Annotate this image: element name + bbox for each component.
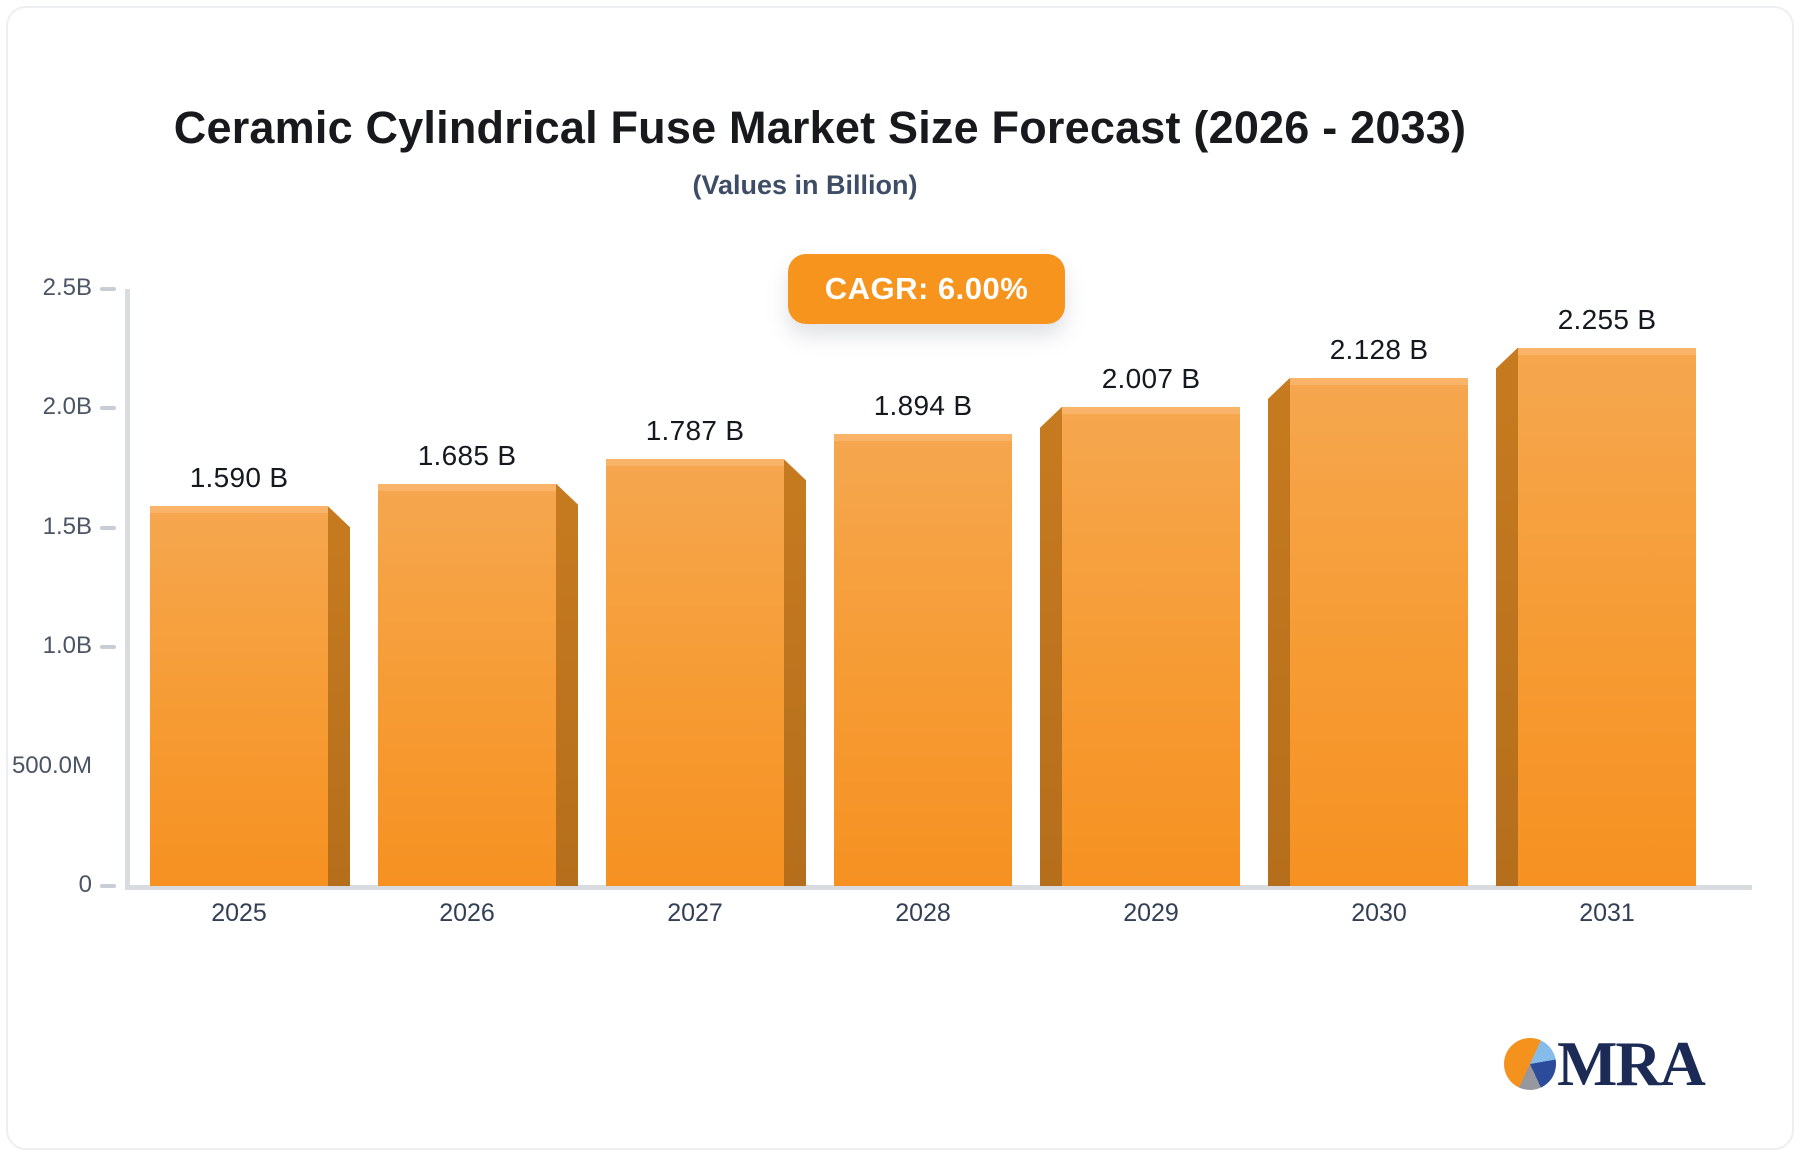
x-axis-label-2029: 2029 xyxy=(1123,899,1179,927)
mra-logo: MRA xyxy=(1504,1028,1706,1099)
bar-2030[interactable] xyxy=(1290,377,1468,886)
x-axis-label-2030: 2030 xyxy=(1351,899,1407,927)
bar-2025[interactable] xyxy=(150,506,328,886)
bar-2026[interactable] xyxy=(378,483,556,886)
bar-2029[interactable] xyxy=(1062,406,1240,886)
y-axis-label: 500.0M xyxy=(11,751,92,779)
y-axis-tick xyxy=(100,884,116,888)
y-axis-tick xyxy=(100,645,116,650)
bar-side-face xyxy=(1040,406,1062,886)
bar-value-label: 2.007 B xyxy=(1101,362,1201,394)
logo-text: MRA xyxy=(1557,1028,1706,1099)
bar-side-face xyxy=(556,483,578,886)
bar-2031[interactable] xyxy=(1518,347,1696,886)
bar-side-face xyxy=(1496,347,1518,886)
bar-value-label: 1.894 B xyxy=(873,389,973,421)
cagr-badge: CAGR: 6.00% xyxy=(788,254,1065,324)
bar-value-label: 1.787 B xyxy=(645,415,745,447)
bar-value-label: 2.128 B xyxy=(1329,333,1429,365)
x-axis-label-2028: 2028 xyxy=(895,899,951,927)
y-axis-tick xyxy=(100,525,116,530)
x-axis-label-2031: 2031 xyxy=(1579,899,1635,927)
y-axis-label: 0 xyxy=(78,871,92,898)
y-axis-label: 1.0B xyxy=(42,632,92,660)
cagr-badge-label: CAGR: 6.00% xyxy=(824,271,1029,306)
x-axis-label-2026: 2026 xyxy=(439,899,495,927)
chart-title: Ceramic Cylindrical Fuse Market Size For… xyxy=(173,102,1467,153)
bar-2028[interactable] xyxy=(834,433,1012,886)
chart-subtitle: (Values in Billion) xyxy=(692,170,918,200)
y-axis-label: 1.5B xyxy=(42,512,92,540)
x-axis-label-2025: 2025 xyxy=(211,899,267,927)
bar-value-label: 2.255 B xyxy=(1557,303,1657,335)
bar-side-face xyxy=(784,459,806,886)
bar-2027[interactable] xyxy=(606,459,784,886)
y-axis-tick xyxy=(100,287,116,291)
y-axis-line xyxy=(125,289,130,889)
bar-value-label: 1.685 B xyxy=(417,439,517,471)
pie-chart-logo-icon xyxy=(1504,1038,1556,1090)
bar-side-face xyxy=(328,506,350,886)
y-axis-label: 2.5B xyxy=(42,274,92,301)
y-axis-label: 2.0B xyxy=(42,393,92,421)
x-axis-label-2027: 2027 xyxy=(667,899,723,927)
y-axis-tick xyxy=(100,406,116,411)
bar-side-face xyxy=(1268,377,1290,886)
bar-value-label: 1.590 B xyxy=(189,462,289,494)
x-axis-line xyxy=(125,885,1752,890)
